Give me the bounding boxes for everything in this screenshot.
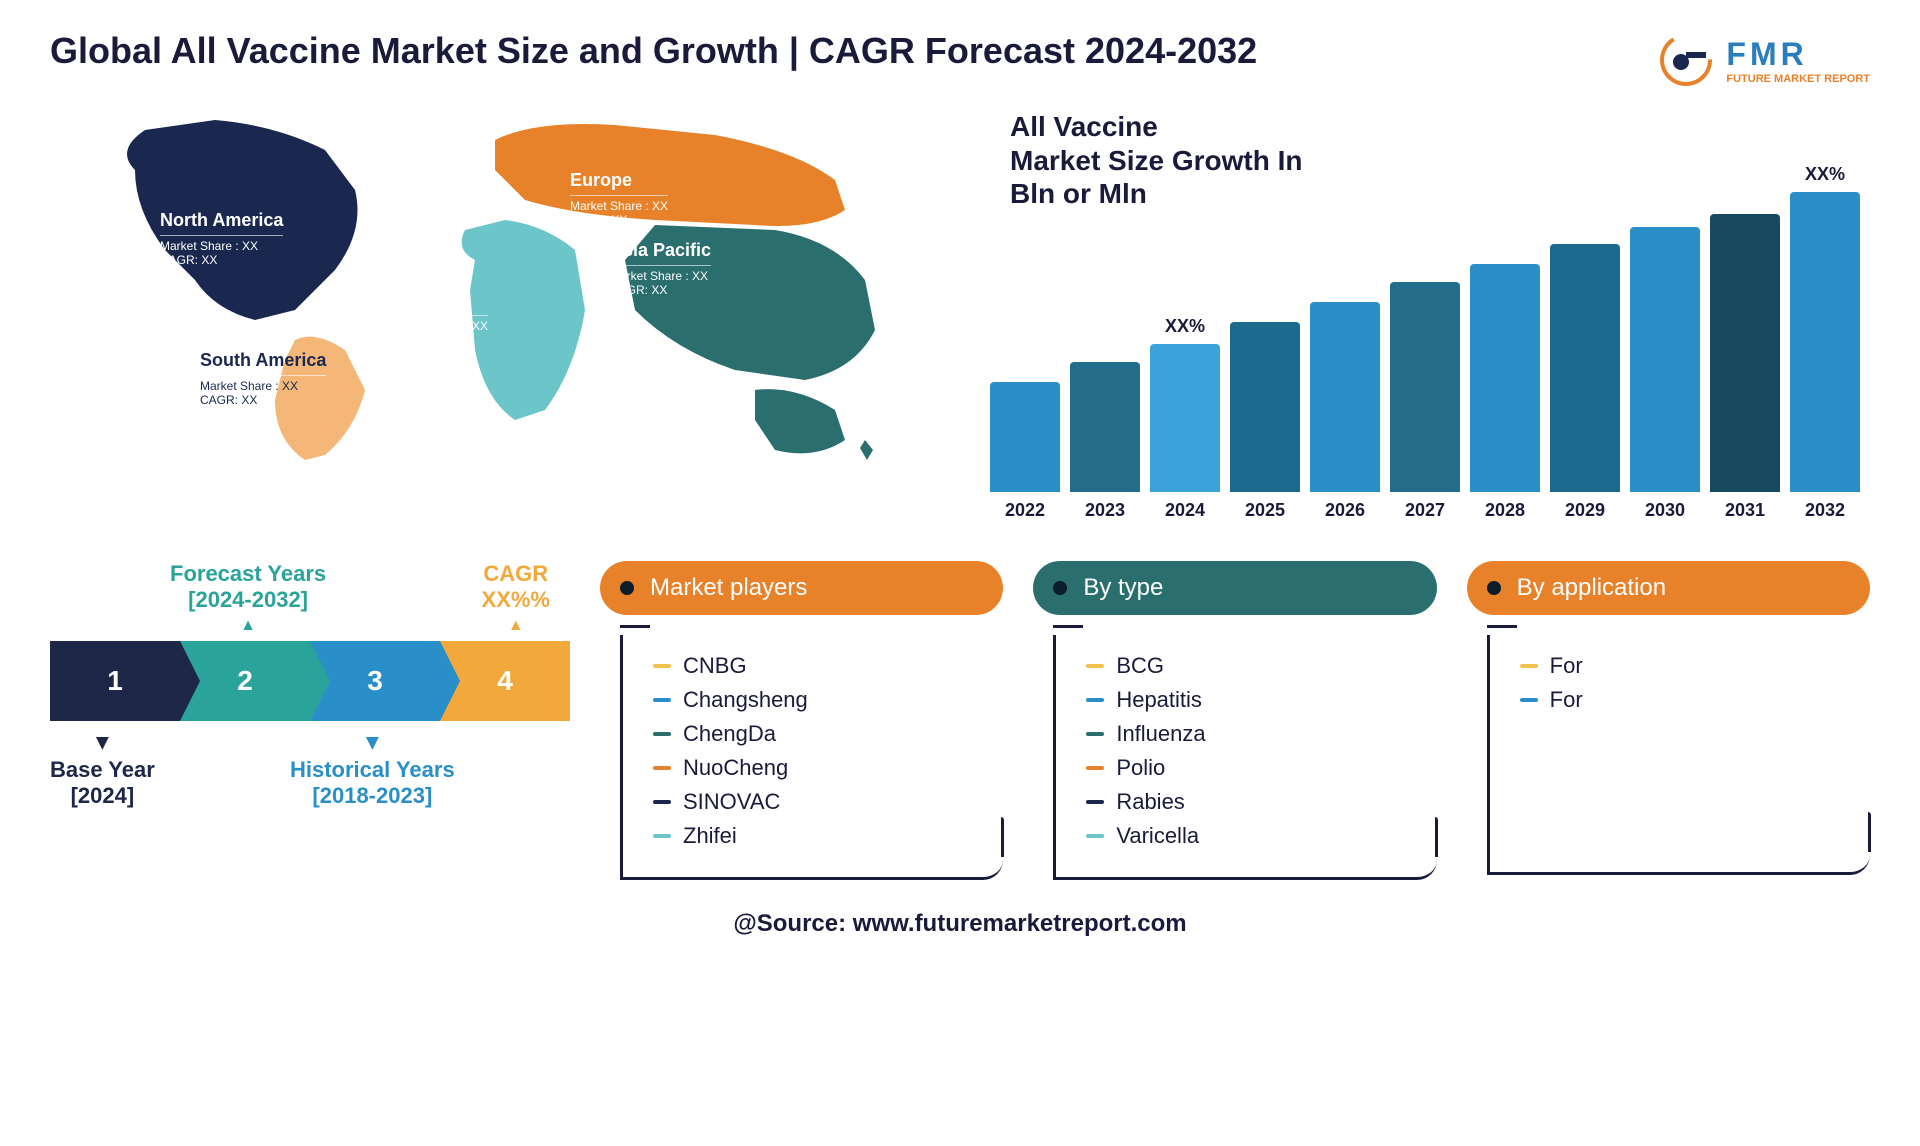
bar-2027: 2027: [1390, 282, 1460, 521]
pills-container: Market players CNBG Changsheng ChengDa NuoCh…: [600, 561, 1870, 880]
pill-header: Market players: [600, 561, 1003, 615]
list-item: Influenza: [1086, 721, 1416, 747]
pill-market-players: Market players CNBG Changsheng ChengDa NuoCh…: [600, 561, 1003, 880]
list-item: Zhifei: [653, 823, 983, 849]
logo: FMR FUTURE MARKET REPORT: [1656, 30, 1870, 90]
page-title: Global All Vaccine Market Size and Growt…: [50, 30, 1257, 72]
logo-text-main: FMR: [1726, 36, 1870, 73]
historical-years-label: ▲ Historical Years [2018-2023]: [290, 731, 455, 809]
list-item: Hepatitis: [1086, 687, 1416, 713]
base-year-label: ▲ Base Year [2024]: [50, 731, 155, 809]
list-item: BCG: [1086, 653, 1416, 679]
pill-by-application: By application For For: [1467, 561, 1870, 880]
bar-2025: 2025: [1230, 322, 1300, 521]
bar-2030: 2030: [1630, 227, 1700, 521]
timeline-bar: 1234: [50, 641, 570, 721]
region-label-north-america: North AmericaMarket Share : XXCAGR: XX: [160, 210, 283, 267]
bar-2031: 2031: [1710, 214, 1780, 521]
pill-list: CNBG Changsheng ChengDa NuoCheng SINOVAC Zhif…: [620, 635, 1003, 880]
forecast-years-label: Forecast Years [2024-2032] ▲: [170, 561, 326, 635]
pill-header: By type: [1033, 561, 1436, 615]
list-item: NuoCheng: [653, 755, 983, 781]
cagr-label: CAGR XX%% ▲: [482, 561, 550, 635]
main-row: North AmericaMarket Share : XXCAGR: XX So…: [50, 110, 1870, 521]
pill-list: For For: [1487, 635, 1870, 875]
bottom-row: Forecast Years [2024-2032] ▲ CAGR XX%% ▲…: [50, 561, 1870, 880]
chart-title: All Vaccine Market Size Growth In Bln or…: [1010, 110, 1870, 211]
pill-by-type: By type BCG Hepatitis Influenza Polio Rabies V…: [1033, 561, 1436, 880]
list-item: Varicella: [1086, 823, 1416, 849]
list-item: Polio: [1086, 755, 1416, 781]
region-label-europe: EuropeMarket Share : XXCAGR: XX: [570, 170, 668, 227]
bar-2032: XX%2032: [1790, 192, 1860, 521]
bars-container: 20222023XX%20242025202620272028202920302…: [980, 221, 1870, 521]
region-label-asia-pacific: Asia PacificMarket Share : XXCAGR: XX: [610, 240, 711, 297]
bar-2028: 2028: [1470, 264, 1540, 521]
source-line: @Source: www.futuremarketreport.com: [50, 910, 1870, 938]
bar-2024: XX%2024: [1150, 344, 1220, 521]
bar-2022: 2022: [990, 382, 1060, 521]
region-label-south-america: South AmericaMarket Share : XXCAGR: XX: [200, 350, 326, 407]
timeline: Forecast Years [2024-2032] ▲ CAGR XX%% ▲…: [50, 561, 570, 801]
list-item: Changsheng: [653, 687, 983, 713]
timeline-seg-1: 1: [50, 641, 180, 721]
list-item: CNBG: [653, 653, 983, 679]
list-item: For: [1520, 653, 1850, 679]
header: Global All Vaccine Market Size and Growt…: [50, 30, 1870, 90]
pill-list: BCG Hepatitis Influenza Polio Rabies Varicell…: [1053, 635, 1436, 880]
pill-header: By application: [1467, 561, 1870, 615]
world-map: North AmericaMarket Share : XXCAGR: XX So…: [50, 110, 940, 470]
logo-icon: [1656, 30, 1716, 90]
logo-text-sub: FUTURE MARKET REPORT: [1726, 73, 1870, 85]
region-label-mea: MEAMarket Share : XXCAGR: XX: [390, 290, 488, 347]
list-item: Rabies: [1086, 789, 1416, 815]
list-item: SINOVAC: [653, 789, 983, 815]
list-item: ChengDa: [653, 721, 983, 747]
bar-chart: All Vaccine Market Size Growth In Bln or…: [980, 110, 1870, 521]
map-svg: [50, 110, 940, 470]
bar-2023: 2023: [1070, 362, 1140, 521]
bar-2029: 2029: [1550, 244, 1620, 521]
list-item: For: [1520, 687, 1850, 713]
bar-2026: 2026: [1310, 302, 1380, 521]
